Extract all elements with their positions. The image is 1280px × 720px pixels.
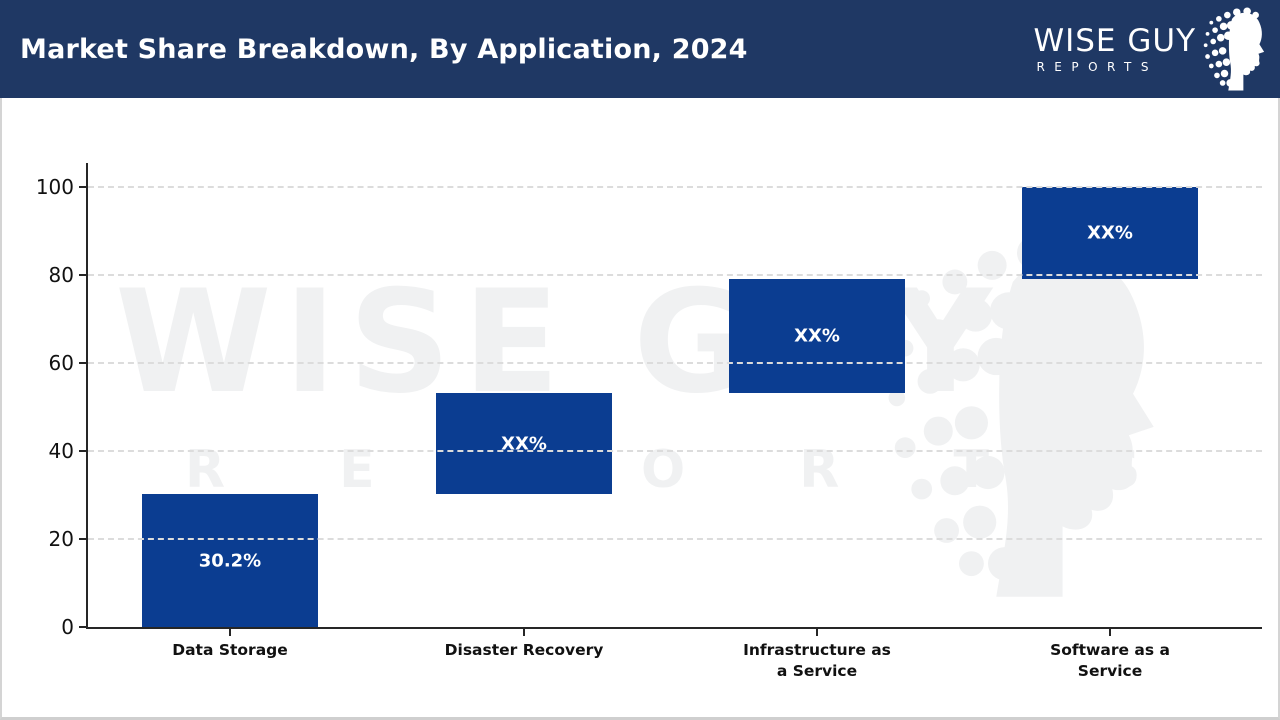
header-bar: Market Share Breakdown, By Application, … xyxy=(0,0,1280,98)
brand-name: WISE GUY xyxy=(1033,22,1196,59)
page-title: Market Share Breakdown, By Application, … xyxy=(20,33,748,65)
gridline xyxy=(88,538,1262,540)
x-axis-category-label: Disaster Recovery xyxy=(444,641,604,659)
x-axis-tick xyxy=(229,629,231,636)
brand-logo: WISE GUY REPORTS xyxy=(1033,7,1266,91)
y-axis-tick-label: 80 xyxy=(48,263,74,287)
watermark-face-dots-graphic xyxy=(888,232,1154,597)
bar-value-label: 30.2% xyxy=(198,550,262,572)
x-axis-line xyxy=(86,627,1262,629)
y-axis-tick xyxy=(79,626,86,628)
x-axis-tick xyxy=(816,629,818,636)
bar-segment xyxy=(729,278,905,393)
y-axis-tick xyxy=(79,450,86,452)
y-axis-tick-label: 40 xyxy=(48,439,74,463)
bar-value-label: XX% xyxy=(794,325,840,347)
brand-subname: REPORTS xyxy=(1036,59,1158,74)
gridline xyxy=(88,186,1262,188)
x-axis-category-label: Data Storage xyxy=(172,641,288,659)
y-axis-tick xyxy=(79,186,86,188)
gridline xyxy=(88,450,1262,452)
y-axis-tick xyxy=(79,362,86,364)
brand-face-dots-icon xyxy=(1203,7,1265,91)
y-axis-tick xyxy=(79,274,86,276)
x-axis-tick xyxy=(1109,629,1111,636)
x-axis-tick xyxy=(523,629,525,636)
bar-segment xyxy=(1022,187,1198,279)
bar-value-label: XX% xyxy=(1087,222,1133,244)
y-axis-tick-label: 0 xyxy=(61,615,74,639)
y-axis-tick-label: 20 xyxy=(48,527,74,551)
bar-value-label: XX% xyxy=(501,433,547,455)
brand-logo-text: WISE GUY REPORTS xyxy=(1033,22,1196,74)
x-axis-category-label: Software as a Service xyxy=(1050,641,1170,680)
y-axis-tick xyxy=(79,538,86,540)
bar-segment xyxy=(142,494,318,627)
y-axis-line xyxy=(86,163,88,629)
bar-segment xyxy=(436,392,612,495)
gridline xyxy=(88,274,1262,276)
x-axis-category-label: Infrastructure as a Service xyxy=(743,641,891,680)
y-axis-tick-label: 100 xyxy=(35,175,74,199)
y-axis-tick-label: 60 xyxy=(48,351,74,375)
gridline xyxy=(88,362,1262,364)
